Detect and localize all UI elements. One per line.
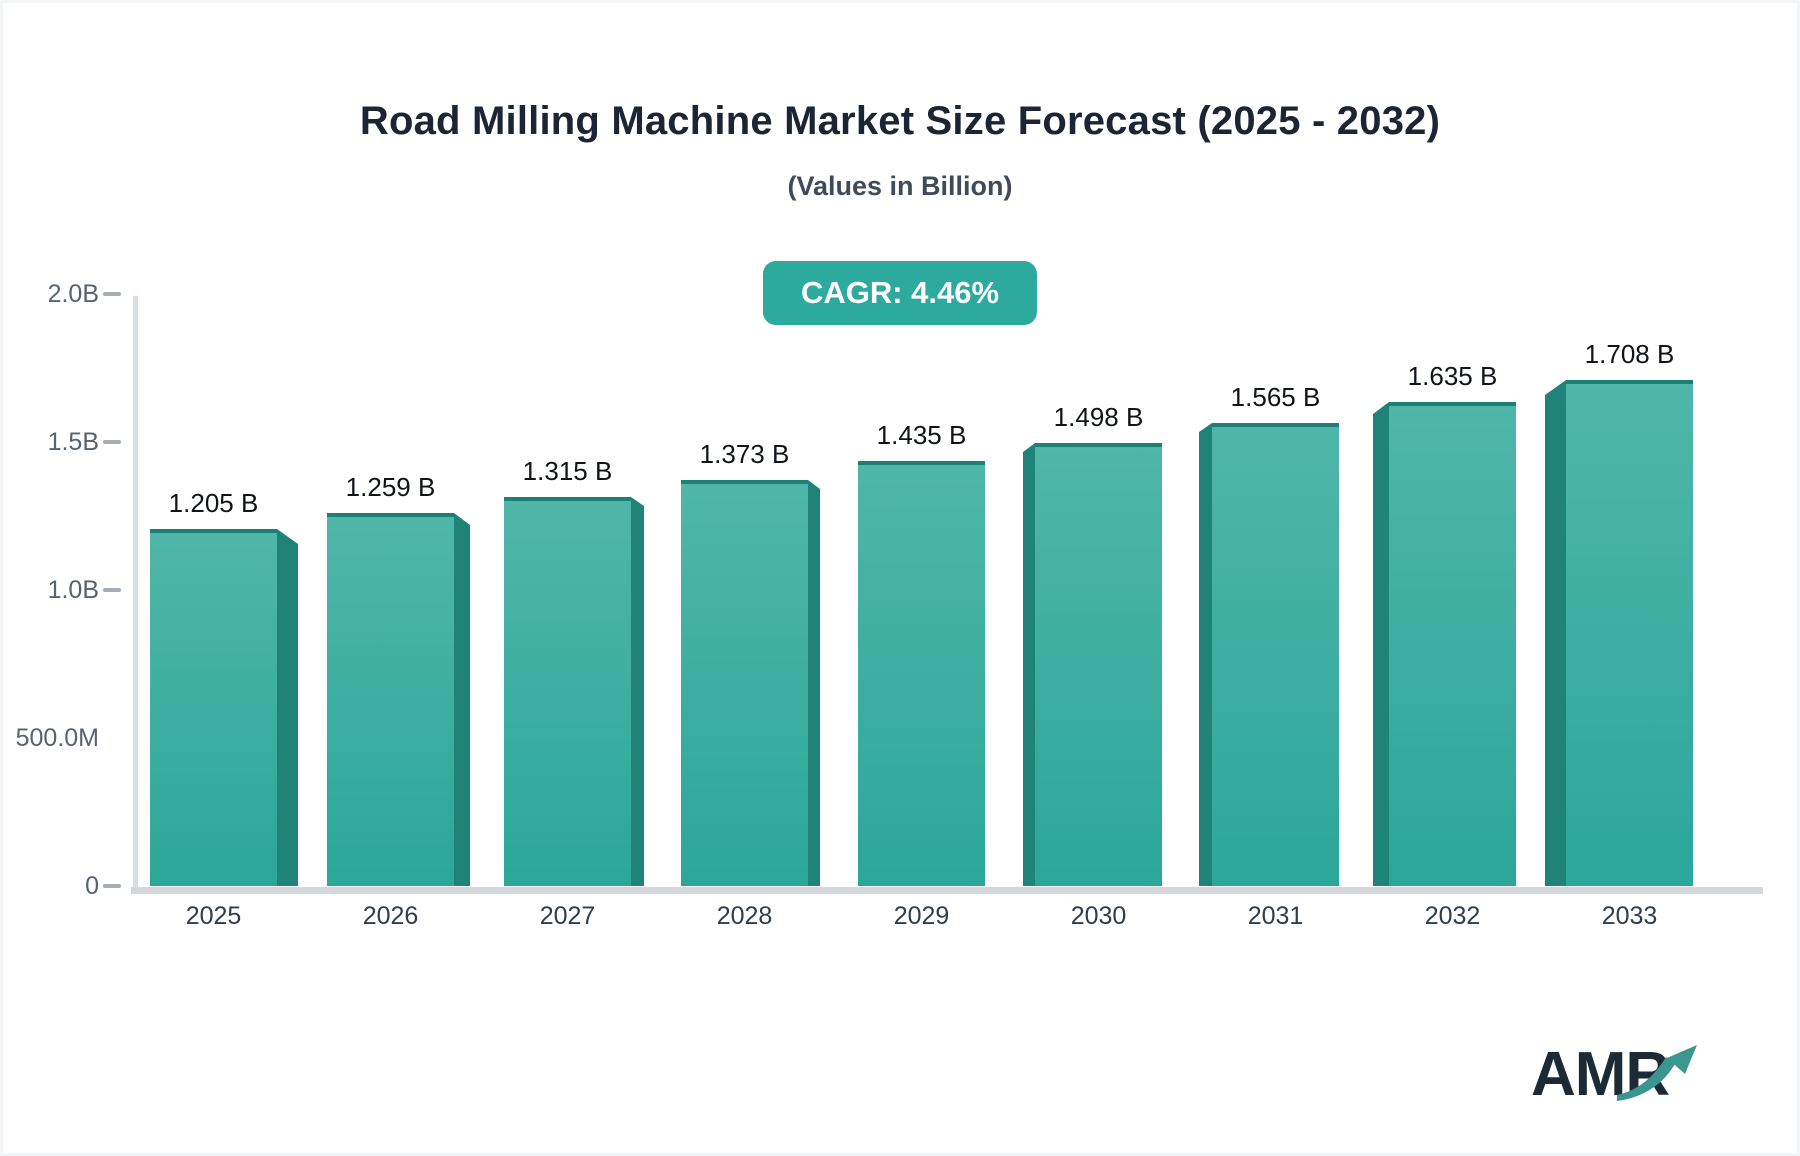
bar-2031 <box>1212 423 1339 886</box>
y-tick-dash <box>103 884 121 888</box>
y-axis-line <box>133 296 138 894</box>
growth-arrow-icon <box>1617 1045 1697 1101</box>
bar-side-face <box>631 497 644 886</box>
x-axis-label: 2031 <box>1247 902 1304 930</box>
y-tick-dash <box>103 440 121 444</box>
bar-value-label: 1.498 B <box>1053 402 1144 432</box>
y-tick-dash <box>103 292 121 296</box>
bar-2030 <box>1035 443 1162 886</box>
bar-side-face <box>277 529 298 886</box>
cagr-badge: CAGR: 4.46% <box>762 261 1038 325</box>
bar-chart: 2.0B 1.5B 1.0B 500.0M 0 1.205 B 2025 1.259 B 202… <box>3 3 1797 1153</box>
amr-logo: AMR <box>1531 1039 1731 1119</box>
y-tick-label: 1.0B <box>47 576 99 604</box>
x-axis-label: 2030 <box>1070 902 1127 930</box>
bar-side-face <box>1373 402 1389 886</box>
bar-value-label: 1.708 B <box>1584 339 1675 369</box>
bar-side-face <box>808 480 820 886</box>
x-axis-label: 2032 <box>1424 902 1481 930</box>
bar-side-face <box>1023 443 1035 886</box>
y-tick-dash <box>103 588 121 592</box>
bar-value-label: 1.259 B <box>345 472 436 502</box>
x-axis-label: 2026 <box>362 902 419 930</box>
bar-value-label: 1.435 B <box>876 420 967 450</box>
x-axis-label: 2029 <box>893 902 950 930</box>
y-tick-label: 1.5B <box>47 428 99 456</box>
y-tick-label: 500.0M <box>15 724 99 752</box>
bar-value-label: 1.315 B <box>522 456 613 486</box>
amr-logo-text: AMR <box>1531 1040 1670 1109</box>
bar-2033 <box>1566 380 1693 886</box>
bar-2028 <box>681 480 808 886</box>
x-axis-label: 2025 <box>185 902 242 930</box>
x-axis-label: 2028 <box>716 902 773 930</box>
x-axis-line <box>131 887 1763 894</box>
bar-2027 <box>504 497 631 886</box>
bar-side-face <box>454 513 470 886</box>
bar-value-label: 1.635 B <box>1407 361 1498 391</box>
bar-2026 <box>327 513 454 886</box>
y-tick-label: 0 <box>85 872 99 900</box>
bar-side-face <box>1545 380 1566 886</box>
page-title: Road Milling Machine Market Size Forecas… <box>359 99 1441 143</box>
bar-value-label: 1.205 B <box>168 488 259 518</box>
bar-2032 <box>1389 402 1516 886</box>
y-tick-label: 2.0B <box>47 280 99 308</box>
x-axis-label: 2033 <box>1601 902 1658 930</box>
bar-value-label: 1.565 B <box>1230 382 1321 412</box>
bar-2025 <box>150 529 277 886</box>
page-subtitle: (Values in Billion) <box>787 171 1013 201</box>
bar-side-face <box>1199 423 1212 886</box>
bar-value-label: 1.373 B <box>699 439 790 469</box>
bar-2029 <box>858 461 985 886</box>
x-axis-label: 2027 <box>539 902 596 930</box>
